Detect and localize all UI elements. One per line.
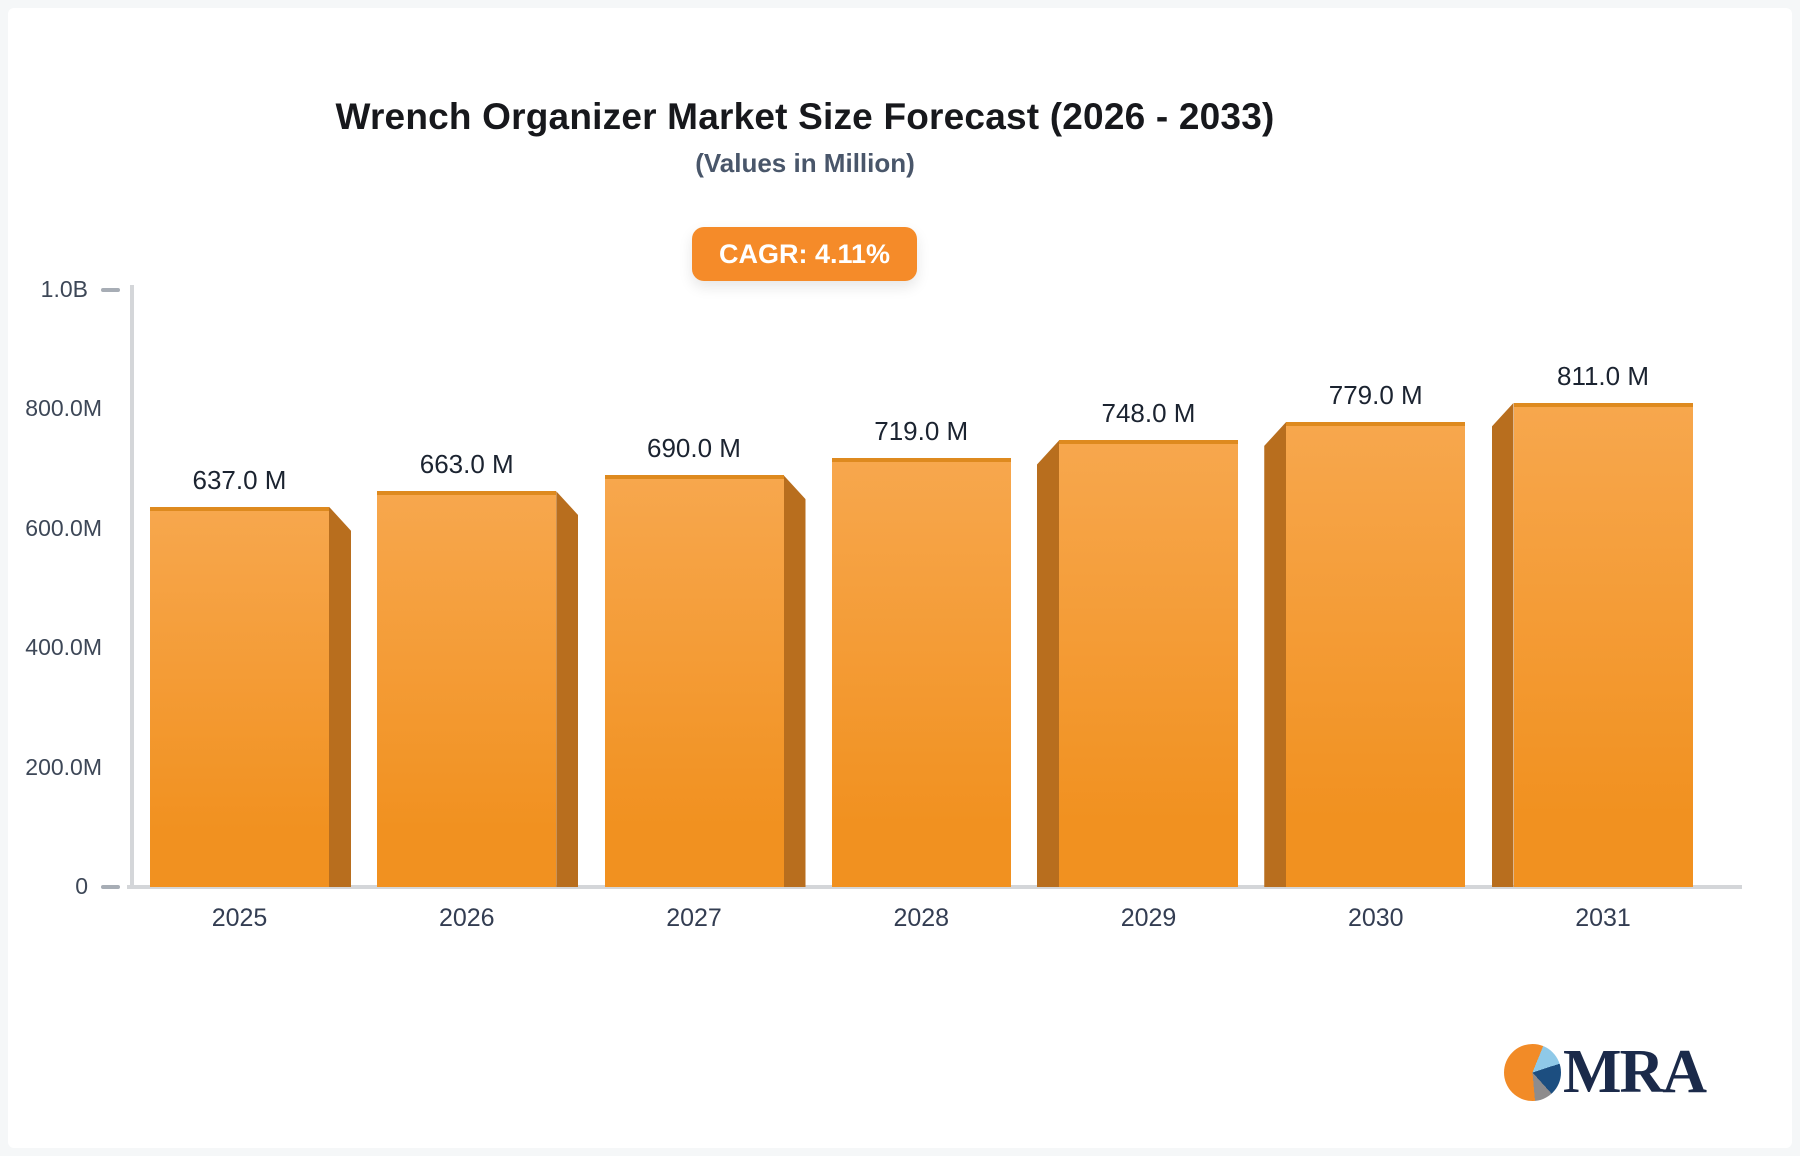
bar-side-bevel xyxy=(1037,440,1059,887)
bar xyxy=(150,506,329,887)
bar-side-bevel xyxy=(783,475,806,887)
x-axis-label: 2028 xyxy=(893,904,950,932)
bar xyxy=(604,475,784,887)
brand-logo: MRA xyxy=(1504,1038,1707,1106)
bar-value-label: 690.0 M xyxy=(647,433,741,464)
y-axis-tick-label: 400.0M xyxy=(25,634,102,661)
brand-logo-text: MRA xyxy=(1563,1038,1707,1106)
bar-side-bevel xyxy=(1264,421,1287,887)
bar-value-label: 779.0 M xyxy=(1328,379,1423,410)
bar-side-bevel xyxy=(329,506,351,887)
bar-value-label: 663.0 M xyxy=(419,449,514,480)
bar xyxy=(1513,402,1693,887)
bar-side-bevel xyxy=(1491,402,1514,887)
chart-subtitle: (Values in Million) xyxy=(695,148,915,178)
y-axis-tick-mark xyxy=(101,288,120,292)
x-axis-label: 2025 xyxy=(211,904,268,932)
x-axis-label: 2027 xyxy=(666,904,722,932)
y-axis-tick-label: 1.0B xyxy=(40,276,88,302)
y-axis-tick-label: 800.0M xyxy=(25,395,102,422)
bar xyxy=(1059,440,1238,887)
y-axis-tick-label: 200.0M xyxy=(25,753,102,780)
bar-value-label: 719.0 M xyxy=(874,415,969,446)
bar-value-label: 811.0 M xyxy=(1556,360,1649,391)
y-axis-tick-mark xyxy=(101,885,120,889)
bar-side-bevel xyxy=(556,491,579,887)
x-axis-label: 2026 xyxy=(438,904,495,932)
bar xyxy=(377,491,557,887)
bar-value-label: 637.0 M xyxy=(192,464,287,495)
bar-value-label: 748.0 M xyxy=(1101,398,1196,429)
x-axis-label: 2031 xyxy=(1575,904,1631,932)
pie-chart-icon xyxy=(1504,1044,1561,1101)
y-axis-tick-label: 0 xyxy=(75,873,88,899)
y-axis-line xyxy=(130,285,134,889)
bar xyxy=(831,457,1011,887)
cagr-badge: CAGR: 4.11% xyxy=(692,227,917,281)
bar xyxy=(1286,421,1466,887)
x-axis-label: 2029 xyxy=(1120,904,1177,932)
chart-title: Wrench Organizer Market Size Forecast (2… xyxy=(335,96,1275,137)
x-axis-label: 2030 xyxy=(1347,904,1404,932)
x-axis-line xyxy=(127,885,1742,889)
y-axis-tick-label: 600.0M xyxy=(25,514,102,541)
